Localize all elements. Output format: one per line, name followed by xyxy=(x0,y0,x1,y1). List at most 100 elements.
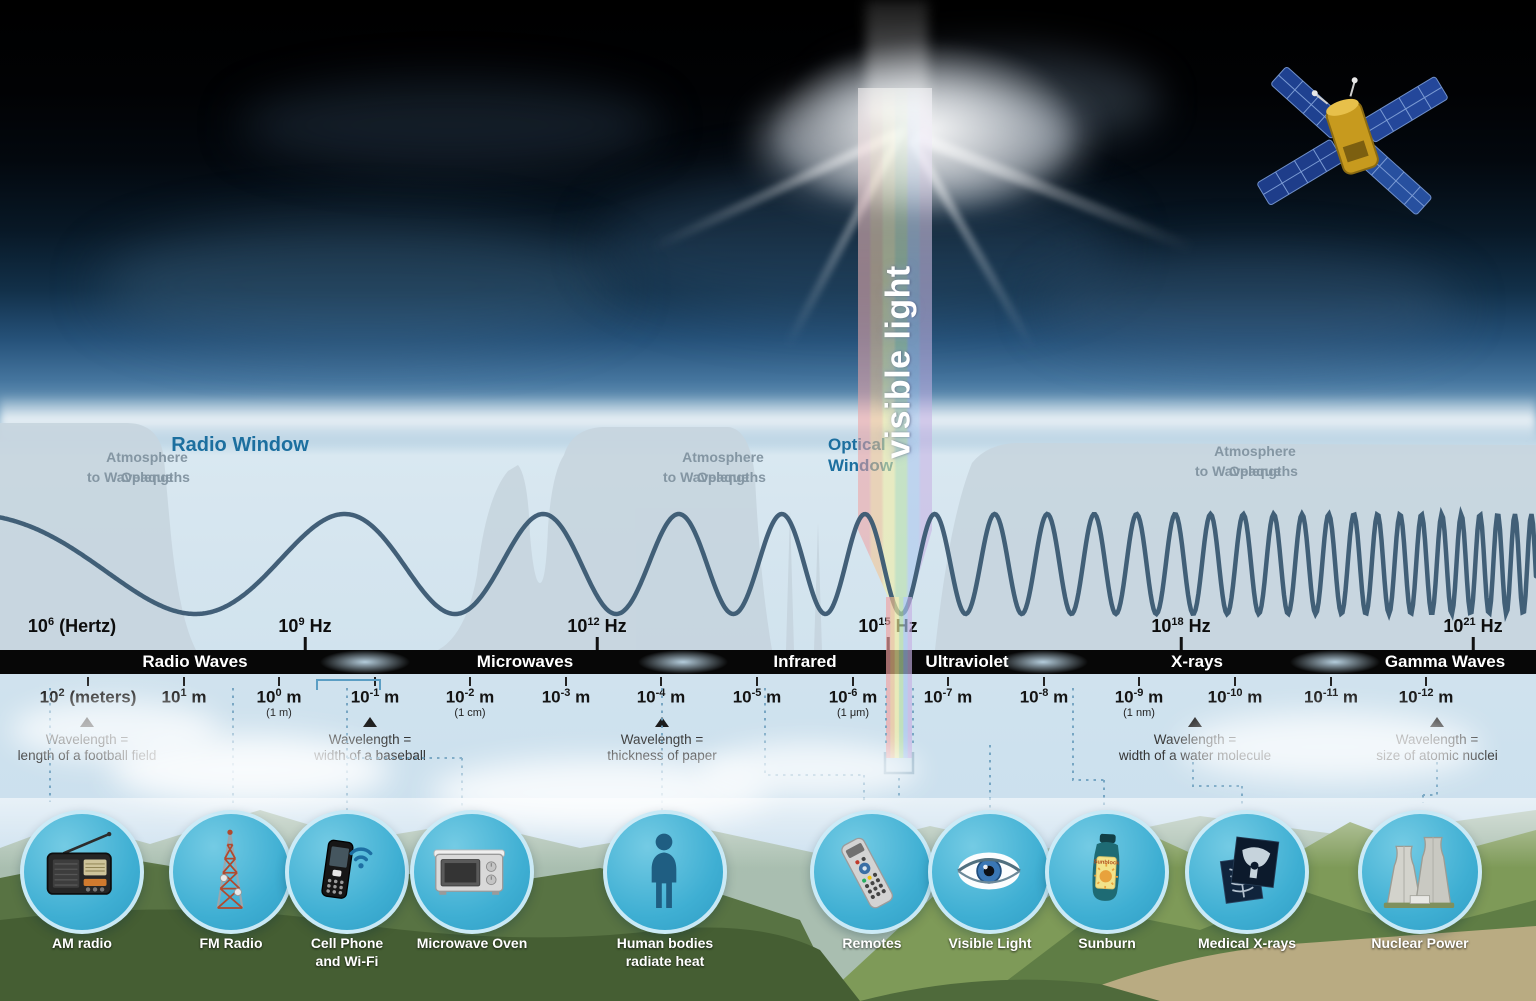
wavelength-tick xyxy=(660,677,662,686)
wavelength-tick xyxy=(565,677,567,686)
wavelength-label: 10-6 m xyxy=(828,687,878,707)
exponent: -3 xyxy=(560,687,571,699)
human-icon xyxy=(651,833,677,908)
example-label: Medical X-rays xyxy=(1197,935,1297,951)
atmosphere-opaque-label: Atmosphere Opaque to Wavelengths xyxy=(543,447,783,485)
wavelength-tick xyxy=(1043,677,1045,686)
wavelength-sub-label: (1 m) xyxy=(266,707,292,719)
exponent: 2 xyxy=(58,687,65,699)
spectrum-band-label: Radio Waves xyxy=(142,652,248,671)
example-label: AM radio xyxy=(52,935,112,951)
nuclear-icon xyxy=(1383,836,1455,908)
wavelength-tick xyxy=(1330,677,1332,686)
spectrum-band xyxy=(0,650,1536,674)
spectrum-band-label: Gamma Waves xyxy=(1384,652,1506,671)
exponent: 21 xyxy=(1463,616,1476,628)
wavelength-sub-label: (1 μm) xyxy=(836,707,870,719)
wavelength-label: 10-10 m xyxy=(1207,687,1263,707)
wavelength-label: 10-3 m xyxy=(541,687,591,707)
frequency-tick xyxy=(303,637,307,650)
annotation-arrow-icon xyxy=(1188,717,1202,727)
wavelength-label: 10-5 m xyxy=(732,687,782,707)
wavelength-label: 10-8 m xyxy=(1019,687,1069,707)
frequency-tick xyxy=(595,637,599,650)
atmosphere-opaque-label: Atmosphere Opaque to Wavelengths xyxy=(0,447,207,485)
exponent: -11 xyxy=(1322,687,1339,699)
spectrum-band-label: X-rays xyxy=(1171,652,1223,671)
microwave-icon xyxy=(433,849,505,895)
example-circle-sunblock: Sunblock xyxy=(1045,810,1169,934)
remote-icon xyxy=(841,837,894,909)
cell-phone-icon xyxy=(321,839,373,899)
wavelength-tick xyxy=(374,677,376,686)
example-circle-microwave xyxy=(410,810,534,934)
example-label: FM Radio xyxy=(199,935,263,951)
example-label: Nuclear Power xyxy=(1371,935,1469,951)
example-circle-xray xyxy=(1185,810,1309,934)
atmo-label-line: to Wavelengths xyxy=(1195,463,1298,480)
wavelength-tick xyxy=(469,677,471,686)
atmo-label-line: Atmosphere Opaque xyxy=(682,449,764,486)
xray-icon xyxy=(1219,836,1280,904)
cloud xyxy=(10,700,220,760)
wavelength-label: 10-11 m xyxy=(1303,687,1359,707)
wavelength-tick xyxy=(1425,677,1427,686)
exponent: 18 xyxy=(1171,616,1184,628)
exponent: 9 xyxy=(298,616,305,628)
wavelength-label: 10-12 m xyxy=(1398,687,1454,707)
exponent: 6 xyxy=(47,616,55,628)
example-circle-eye xyxy=(928,810,1052,934)
cloud xyxy=(100,220,620,350)
wavelength-tick xyxy=(947,677,949,686)
cloud xyxy=(240,80,660,170)
atmo-label-line: to Wavelengths xyxy=(663,469,766,486)
exponent: -7 xyxy=(942,687,953,699)
wavelength-tick xyxy=(756,677,758,686)
wavelength-tick xyxy=(1234,677,1236,686)
frequency-label: 1012 Hz xyxy=(567,616,627,636)
example-label: Cell Phone and Wi-Fi xyxy=(310,935,384,970)
atmo-label-line: Atmosphere Opaque xyxy=(106,449,188,486)
cloud-deck xyxy=(0,394,1536,442)
frequency-tick xyxy=(1179,637,1183,650)
wavelength-label: 101 m xyxy=(161,687,207,707)
atmo-label-line: Atmosphere Opaque xyxy=(1214,443,1296,480)
band-boundary-glow xyxy=(320,650,410,674)
am-radio-icon xyxy=(46,831,112,895)
atmo-label-line: to Wavelengths xyxy=(87,469,190,486)
annotation-line: Wavelength = xyxy=(620,732,704,747)
exponent: -10 xyxy=(1226,687,1243,699)
wavelength-label: 10-4 m xyxy=(636,687,686,707)
example-label: Visible Light xyxy=(948,935,1032,951)
exponent: 0 xyxy=(275,687,282,699)
wavelength-sub-label: (1 nm) xyxy=(1123,707,1155,719)
frequency-label: 1021 Hz xyxy=(1443,616,1503,636)
spectrum-band-label: Infrared xyxy=(773,652,837,671)
wavelength-label: 10-1 m xyxy=(350,687,400,707)
exponent: -8 xyxy=(1038,687,1049,699)
wavelength-tick xyxy=(183,677,185,686)
exponent: -4 xyxy=(655,687,666,699)
example-label: Human bodies radiate heat xyxy=(616,935,714,970)
frequency-label: 106 (Hertz) xyxy=(27,616,117,636)
sunblock-icon: Sunblock xyxy=(1092,833,1120,901)
annotation-arrow-icon xyxy=(363,717,377,727)
wavelength-label: 100 m xyxy=(256,687,302,707)
wavelength-tick xyxy=(278,677,280,686)
example-circle-fm-tower xyxy=(169,810,293,934)
example-circle-human xyxy=(603,810,727,934)
wavelength-tick xyxy=(852,677,854,686)
example-label: Sunburn xyxy=(1078,935,1136,951)
example-label: Remotes xyxy=(842,935,902,951)
cloud xyxy=(700,742,920,797)
exponent: -2 xyxy=(464,687,475,699)
exponent: -5 xyxy=(751,687,762,699)
spectrum-band-label: Ultraviolet xyxy=(925,652,1009,671)
example-label: Microwave Oven xyxy=(416,935,528,951)
visible-light-beam-narrow xyxy=(886,597,912,758)
frequency-label: 109 Hz xyxy=(278,616,332,636)
exponent: 12 xyxy=(587,616,600,628)
spectrum-band-label: Microwaves xyxy=(476,652,574,671)
band-boundary-glow xyxy=(998,650,1088,674)
